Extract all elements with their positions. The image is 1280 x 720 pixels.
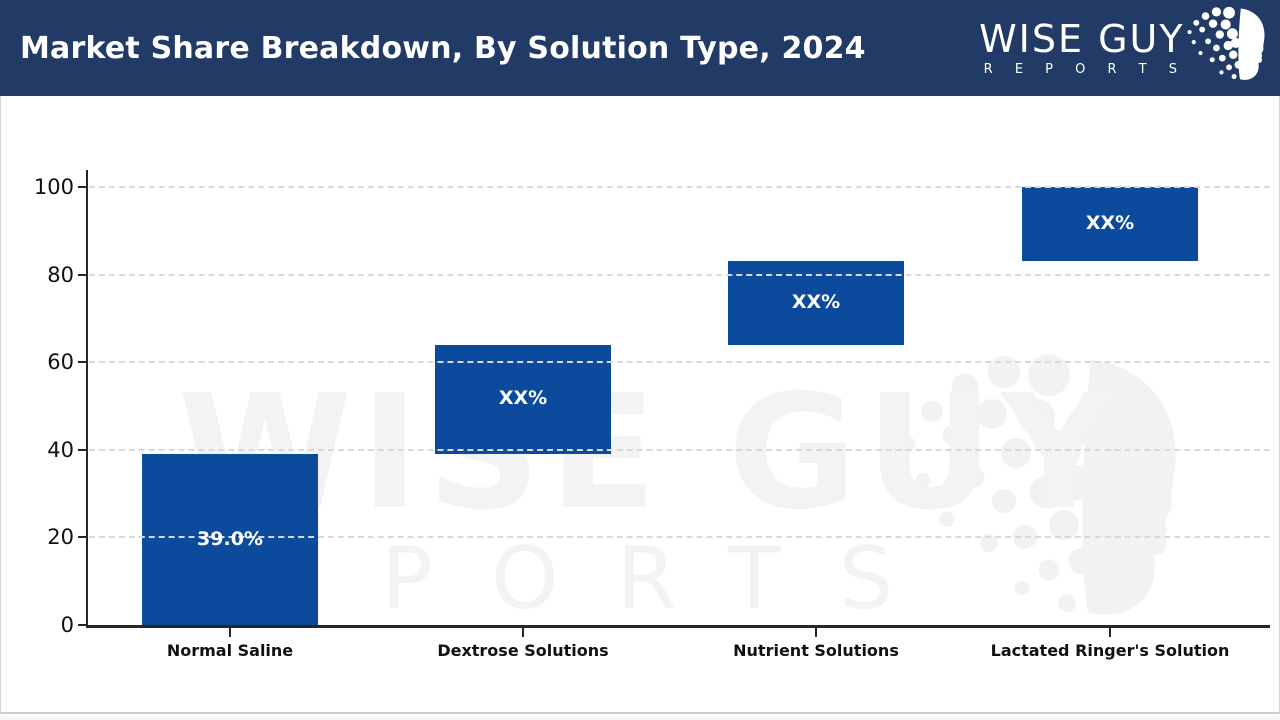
logo-text: WISE GUY R E P O R T S (978, 20, 1186, 77)
footer-strip (0, 716, 1280, 720)
watermark-wordmark: WISE GUY (177, 361, 1125, 545)
watermark-subtitle: REPORTS (151, 529, 952, 629)
logo-wordmark: WISE GUY (979, 16, 1185, 61)
chart-canvas: WISE GUY REPORTS (0, 96, 1280, 714)
watermark-head-icon (900, 354, 1176, 615)
logo-subtitle: R E P O R T S (983, 61, 1186, 77)
chart-title: Market Share Breakdown, By Solution Type… (20, 30, 866, 66)
logo-head-icon (1187, 6, 1265, 80)
header-bar: Market Share Breakdown, By Solution Type… (0, 0, 1280, 96)
wise-guy-reports-logo: WISE GUY R E P O R T S (978, 6, 1266, 90)
